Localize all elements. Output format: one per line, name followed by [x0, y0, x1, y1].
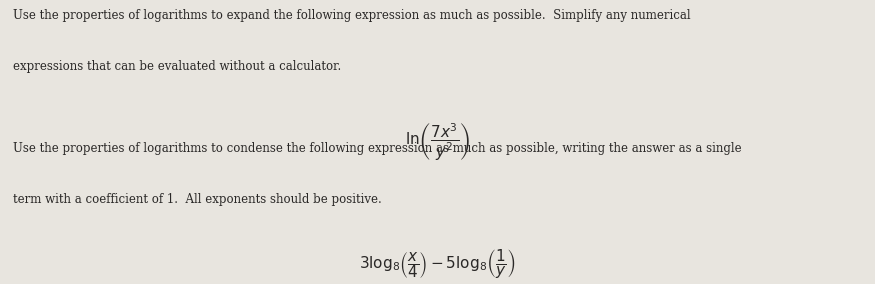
- Text: $\ln\!\left(\dfrac{7x^3}{y^2}\right)$: $\ln\!\left(\dfrac{7x^3}{y^2}\right)$: [405, 122, 470, 163]
- Text: Use the properties of logarithms to condense the following expression as much as: Use the properties of logarithms to cond…: [13, 142, 742, 155]
- Text: Use the properties of logarithms to expand the following expression as much as p: Use the properties of logarithms to expa…: [13, 9, 690, 22]
- Text: expressions that can be evaluated without a calculator.: expressions that can be evaluated withou…: [13, 60, 341, 73]
- Text: term with a coefficient of 1.  All exponents should be positive.: term with a coefficient of 1. All expone…: [13, 193, 382, 206]
- Text: $3\log_8\!\left(\dfrac{x}{4}\right) - 5\log_8\!\left(\dfrac{1}{y}\right)$: $3\log_8\!\left(\dfrac{x}{4}\right) - 5\…: [359, 247, 516, 280]
